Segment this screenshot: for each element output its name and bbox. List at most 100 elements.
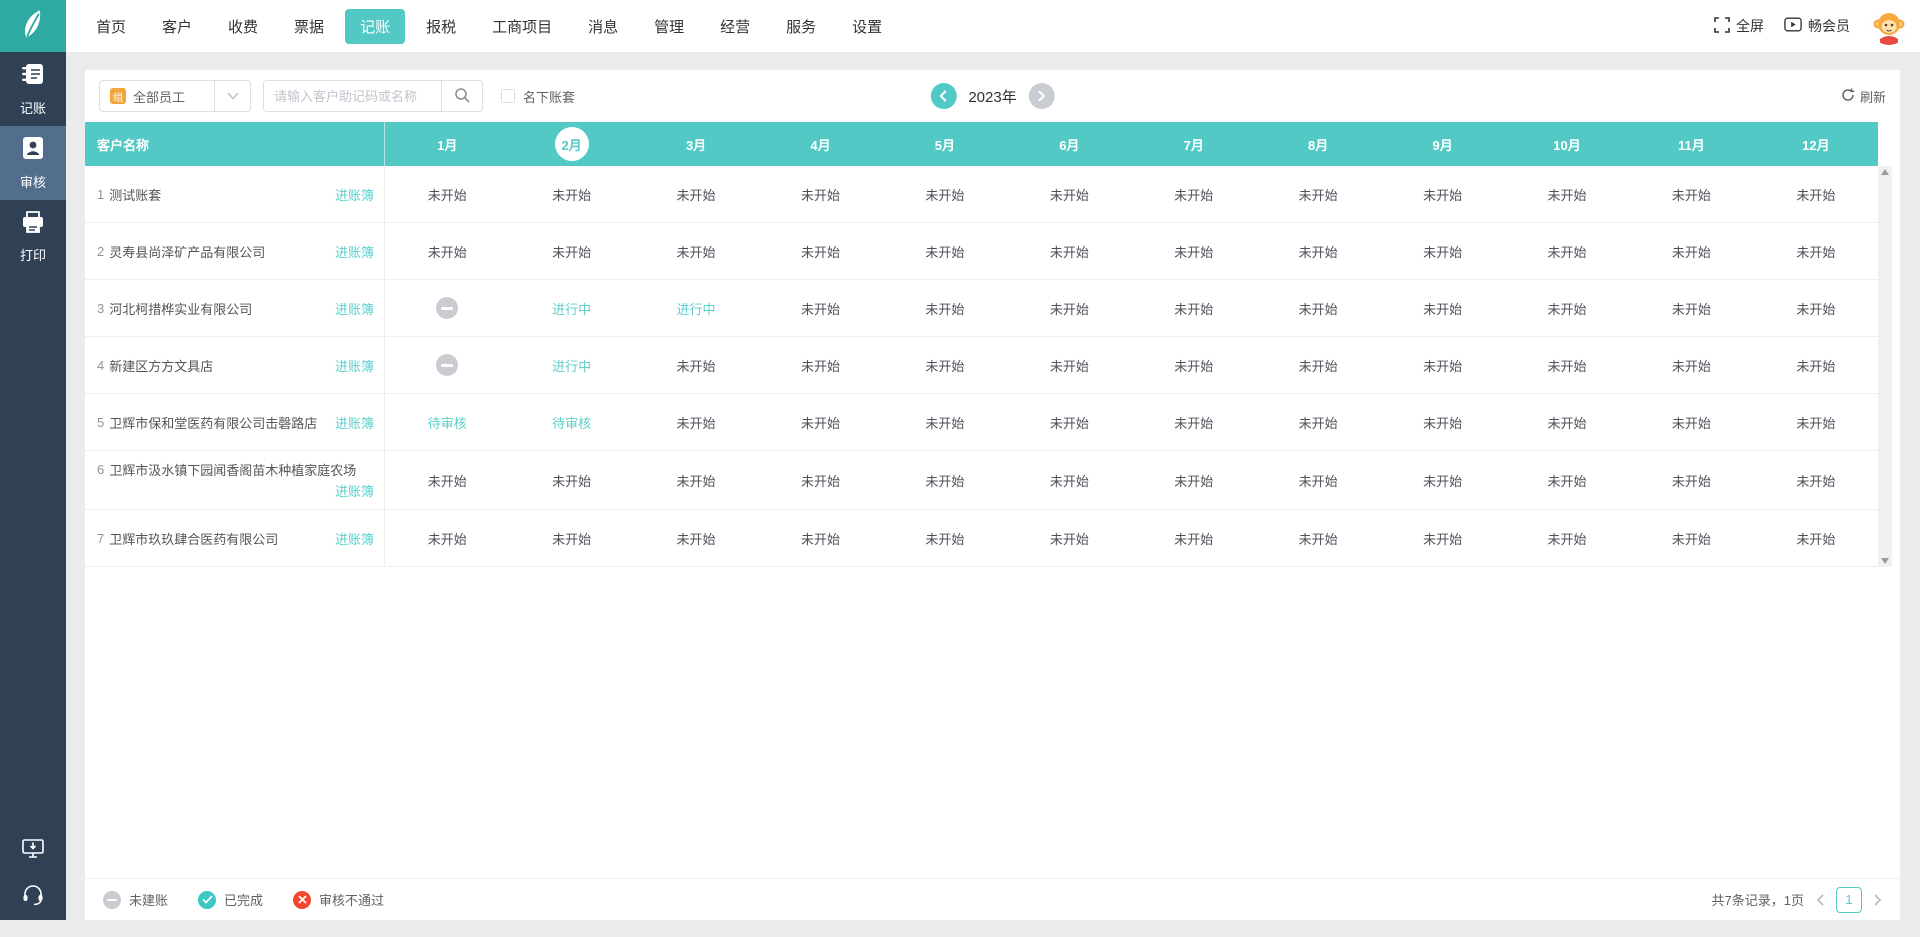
- status-text[interactable]: 进行中: [552, 301, 592, 317]
- nav-item-3[interactable]: 票据: [294, 18, 325, 36]
- status-cell-month-7: 未开始: [1132, 166, 1256, 222]
- status-cell-month-2: 未开始: [509, 166, 633, 222]
- enter-ledger-link[interactable]: 进账簿: [334, 301, 374, 317]
- column-header-month-8[interactable]: 8月: [1308, 137, 1329, 153]
- status-cell-month-6: 未开始: [1007, 223, 1131, 279]
- next-year-button[interactable]: [1028, 83, 1055, 109]
- status-text[interactable]: 进行中: [552, 358, 592, 374]
- client-download-icon[interactable]: [21, 838, 45, 865]
- status-text[interactable]: 待审核: [552, 415, 592, 431]
- nav-item-1[interactable]: 客户: [162, 18, 193, 36]
- column-header-month-5[interactable]: 5月: [934, 137, 956, 153]
- sidebar-item-1[interactable]: 审核: [0, 126, 66, 200]
- nav-item-6[interactable]: 工商项目: [492, 18, 553, 36]
- sidebar-item-label: 打印: [19, 248, 46, 263]
- not-created-minus-icon[interactable]: [436, 354, 459, 376]
- nav-item-8[interactable]: 管理: [654, 18, 685, 36]
- customer-cell: 4 新建区方方文具店 进账簿: [85, 337, 385, 393]
- next-page-button[interactable]: [1874, 893, 1882, 906]
- status-text: 未开始: [1796, 415, 1836, 431]
- status-text[interactable]: 进行中: [676, 301, 716, 317]
- status-text[interactable]: 待审核: [427, 415, 467, 431]
- enter-ledger-link[interactable]: 进账簿: [334, 187, 374, 203]
- status-cell-month-6: 未开始: [1007, 166, 1131, 222]
- column-header-month-11[interactable]: 11月: [1678, 137, 1705, 153]
- refresh-button[interactable]: 刷新: [1841, 87, 1886, 106]
- search-button[interactable]: [441, 80, 483, 112]
- table-row: 7 卫辉市玖玖肆合医药有限公司 进账簿 未开始 未开始 未开始 未开始 未开始 未开始 未开始 未开…: [85, 510, 1878, 567]
- legend-item-rejected: 审核不通过: [293, 890, 384, 909]
- status-cell-month-11: 未开始: [1629, 451, 1753, 509]
- nav-item-9[interactable]: 经营: [720, 18, 751, 36]
- nav-item-7[interactable]: 消息: [588, 18, 619, 36]
- status-text: 未开始: [676, 187, 716, 203]
- customer-cell: 2 灵寿县尚泽矿产品有限公司 进账簿: [85, 223, 385, 279]
- nav-item-11[interactable]: 设置: [852, 18, 883, 36]
- search-input[interactable]: [263, 80, 441, 112]
- status-text: 未开始: [925, 531, 965, 547]
- status-cell-month-11: 未开始: [1629, 223, 1753, 279]
- own-accounts-checkbox[interactable]: 名下账套: [501, 87, 575, 106]
- column-header-month-7[interactable]: 7月: [1183, 137, 1204, 153]
- column-header-month-1[interactable]: 1月: [437, 137, 458, 153]
- fullscreen-button[interactable]: 全屏: [1714, 16, 1764, 36]
- prev-year-button[interactable]: [930, 83, 957, 109]
- not-created-minus-icon[interactable]: [436, 297, 459, 319]
- status-cell-month-4: 未开始: [758, 280, 882, 336]
- status-text: 未开始: [1547, 187, 1587, 203]
- status-cell-month-12: 未开始: [1754, 510, 1878, 566]
- customer-service-icon[interactable]: [21, 883, 45, 912]
- column-header-month-12[interactable]: 12月: [1802, 137, 1830, 153]
- column-header-month-4[interactable]: 4月: [810, 137, 831, 153]
- status-cell-month-3: 未开始: [634, 166, 758, 222]
- enter-ledger-link[interactable]: 进账簿: [334, 358, 374, 374]
- enter-ledger-link[interactable]: 进账簿: [334, 531, 374, 547]
- status-cell-month-12: 未开始: [1754, 166, 1878, 222]
- prev-page-button[interactable]: [1816, 893, 1824, 906]
- status-cell-month-1: 未开始: [385, 510, 509, 566]
- status-cell-month-7: 未开始: [1132, 451, 1256, 509]
- nav-item-10[interactable]: 服务: [786, 18, 817, 36]
- sidebar-item-0[interactable]: 记账: [0, 52, 66, 126]
- table-scrollbar[interactable]: [1878, 166, 1892, 567]
- status-text: 未开始: [1796, 301, 1836, 317]
- checkbox-icon: [501, 89, 515, 103]
- status-text: 未开始: [1298, 187, 1338, 203]
- status-cell-month-5: 未开始: [883, 223, 1007, 279]
- column-header-month-3[interactable]: 3月: [685, 137, 707, 153]
- user-avatar[interactable]: [1870, 7, 1908, 45]
- record-summary: 共7条记录，1页: [1711, 893, 1804, 908]
- status-text: 未开始: [800, 244, 840, 260]
- status-cell-month-9: 未开始: [1380, 510, 1504, 566]
- column-header-month-2[interactable]: 2月: [509, 122, 633, 166]
- status-cell-month-1: [385, 280, 509, 336]
- status-text: 未开始: [427, 531, 467, 547]
- scroll-down-icon[interactable]: [1881, 558, 1889, 564]
- nav-item-0[interactable]: 首页: [96, 18, 127, 36]
- enter-ledger-link[interactable]: 进账簿: [334, 244, 374, 260]
- enter-ledger-link[interactable]: 进账簿: [334, 484, 374, 499]
- nav-item-5[interactable]: 报税: [426, 18, 457, 36]
- column-header-month-6[interactable]: 6月: [1059, 137, 1080, 153]
- row-number: 5: [97, 414, 105, 430]
- status-cell-month-5: 未开始: [883, 166, 1007, 222]
- member-button[interactable]: 畅会员: [1784, 16, 1850, 36]
- page-number-button[interactable]: 1: [1836, 886, 1862, 913]
- status-cell-month-8: 未开始: [1256, 280, 1380, 336]
- sidebar-item-2[interactable]: 打印: [0, 200, 66, 274]
- employee-select-label: 全部员工: [133, 89, 186, 105]
- fullscreen-icon: [1714, 16, 1730, 36]
- enter-ledger-link[interactable]: 进账簿: [334, 415, 374, 431]
- status-cell-month-5: 未开始: [883, 394, 1007, 450]
- nav-item-4[interactable]: 记账: [345, 8, 406, 44]
- year-navigation: 2023年: [930, 83, 1055, 109]
- scroll-up-icon[interactable]: [1881, 169, 1889, 175]
- column-header-month-9[interactable]: 9月: [1432, 137, 1453, 153]
- nav-item-2[interactable]: 收费: [228, 18, 259, 36]
- legend-item-not-created: 未建账: [103, 890, 168, 909]
- employee-select[interactable]: 组 全部员工: [99, 80, 251, 112]
- customer-name: 卫辉市保和堂医药有限公司击磬路店: [109, 415, 318, 431]
- column-header-month-10[interactable]: 10月: [1553, 137, 1581, 153]
- app-logo[interactable]: [0, 0, 66, 52]
- status-cell-month-10: 未开始: [1505, 451, 1629, 509]
